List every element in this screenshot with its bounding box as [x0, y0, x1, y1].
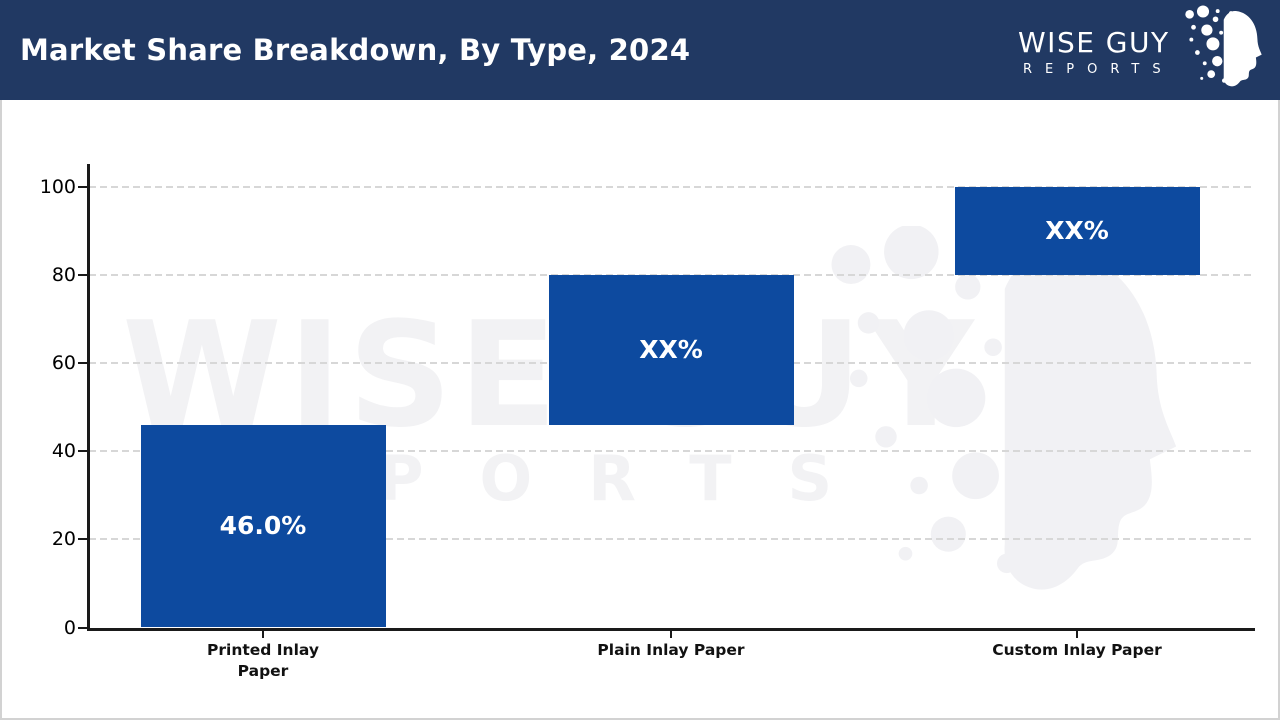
gridline-100 — [89, 186, 1255, 188]
y-tick-label-80: 80 — [51, 264, 76, 287]
page-border-right — [1278, 100, 1280, 720]
y-tickmark-40 — [78, 450, 87, 453]
x-tickmark — [262, 630, 264, 638]
y-tickmark-60 — [78, 362, 87, 365]
bar-value-label: 46.0% — [219, 511, 307, 541]
y-axis-spine — [87, 164, 90, 630]
header-bar: Market Share Breakdown, By Type, 2024 WI… — [0, 0, 1280, 100]
bar-custom-inlay-paper — [954, 187, 1200, 276]
bar-value-label: XX% — [639, 334, 703, 364]
x-tickmark — [1076, 630, 1078, 638]
logo-wordmark: WISE GUY — [1018, 26, 1170, 59]
x-tick-label: Plain Inlay Paper — [597, 641, 745, 659]
wise-guy-logo: WISE GUY REPORTS — [1018, 0, 1268, 100]
watermark-wordmark: WISE GUY — [122, 291, 980, 460]
y-tick-label-0: 0 — [63, 616, 76, 639]
watermark-head-graphic — [831, 226, 1177, 590]
y-tickmark-20 — [78, 538, 87, 541]
bar-plain-inlay-paper — [548, 275, 794, 425]
x-tick-label: Custom Inlay Paper — [992, 641, 1162, 659]
y-tick-label-20: 20 — [51, 528, 76, 551]
y-tickmark-0 — [78, 626, 87, 629]
gridline-20 — [89, 538, 1255, 541]
gridline-40 — [89, 450, 1255, 453]
y-tickmark-80 — [78, 274, 87, 277]
bar-value-label: XX% — [1045, 216, 1109, 246]
y-tick-label-60: 60 — [51, 352, 76, 375]
y-tickmark-100 — [78, 186, 87, 188]
logo-subtitle: REPORTS — [1023, 62, 1174, 77]
x-tick-label: Printed Inlay Paper — [207, 641, 319, 680]
x-axis-spine — [87, 627, 1255, 631]
x-tickmark — [670, 630, 672, 638]
page-border-bottom — [0, 718, 1280, 720]
bar-printed-inlay-paper — [140, 424, 386, 628]
chart-title: Market Share Breakdown, By Type, 2024 — [20, 33, 691, 67]
y-tick-label-100: 100 — [39, 176, 76, 198]
y-tick-label-40: 40 — [51, 440, 76, 463]
page-border-left — [0, 100, 2, 720]
